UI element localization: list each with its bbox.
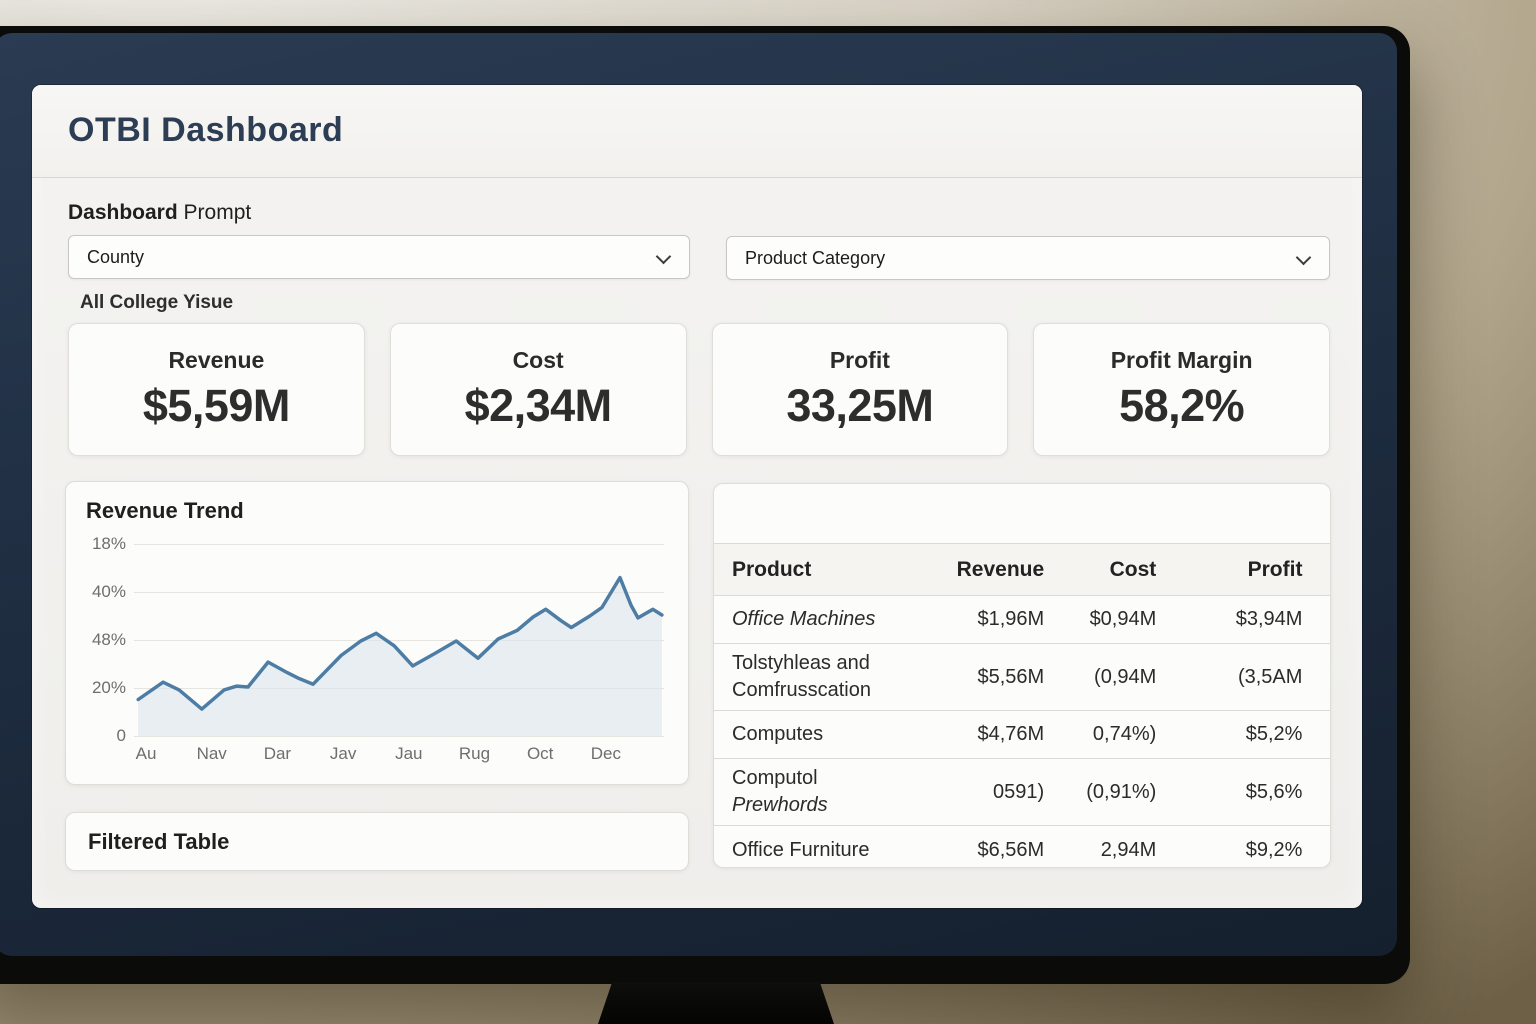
table-header-row: Product Revenue Cost Profit <box>714 543 1330 596</box>
x-axis-tick-label: Dec <box>590 744 622 763</box>
column-header-profit: Profit <box>1247 557 1303 581</box>
chart-title: Revenue Trend <box>86 498 244 523</box>
table-body: Office Machines $1,96M $0,94M $3,94M Tol… <box>714 596 1330 874</box>
column-header-cost: Cost <box>1109 557 1157 581</box>
filtered-table-card: Filtered Table <box>65 812 689 871</box>
chevron-down-icon <box>1295 249 1312 266</box>
product-name: Office Furniture <box>732 838 870 861</box>
product-cell: Office Furniture <box>714 837 899 864</box>
table-row: Computol Prewhords 0591) (0,91%) $5,6% <box>714 759 1330 826</box>
revenue-cell: $1,96M <box>977 608 1045 630</box>
cost-cell: 0,74%) <box>1092 723 1157 745</box>
dashboard-screen: OTBI Dashboard Dashboard Prompt County P… <box>32 85 1362 908</box>
product-table: Product Revenue Cost Profit Office Machi… <box>714 543 1330 874</box>
product-cell: Computes <box>714 721 899 748</box>
x-axis-tick-label: Dar <box>263 744 292 763</box>
profit-cell: $3,94M <box>1235 608 1303 630</box>
product-name-italic: Prewhords <box>732 794 828 816</box>
revenue-trend-chart-card: Revenue Trend 18% 40% 48% 20% 0 Au Nav Dar Jav Ja… <box>65 481 689 785</box>
table-row: Computes $4,76M 0,74%) $5,2% <box>714 711 1330 759</box>
y-axis-tick-label: 20% <box>91 678 126 697</box>
kpi-value: 58,2% <box>1119 380 1245 431</box>
kpi-value: 33,25M <box>786 380 934 431</box>
y-axis-tick-label: 48% <box>91 630 126 649</box>
monitor-stand <box>598 982 834 1024</box>
cost-cell: $0,94M <box>1089 608 1157 630</box>
profit-cell: $5,6% <box>1245 780 1303 803</box>
filtered-table-label: Filtered Table <box>88 828 230 854</box>
chevron-down-icon <box>655 248 672 265</box>
x-axis-tick-label: Oct <box>526 744 554 763</box>
product-table-card: Product Revenue Cost Profit Office Machi… <box>713 483 1331 868</box>
table-row: Office Machines $1,96M $0,94M $3,94M <box>714 596 1330 644</box>
table-row: Office Furniture $6,56M 2,94M $9,2% <box>714 826 1330 874</box>
x-axis-tick-label: Jav <box>329 744 357 763</box>
product-cell: Computol Prewhords <box>714 765 899 819</box>
gridline <box>134 592 664 593</box>
gridline <box>134 544 664 545</box>
x-axis-tick-label: Jau <box>395 744 423 763</box>
product-name-italic: Office Machines <box>732 608 876 630</box>
product-name: Tolstyhleas and Comfrusscation <box>732 652 871 701</box>
county-dropdown-value: County <box>87 246 145 267</box>
product-cell: Tolstyhleas and Comfrusscation <box>714 650 899 704</box>
cost-cell: (0,91%) <box>1086 780 1157 803</box>
x-axis-tick-label: Au <box>135 744 157 763</box>
profit-cell: (3,5AM <box>1237 665 1303 688</box>
product-category-dropdown[interactable]: Product Category <box>726 236 1330 280</box>
gridline <box>134 736 664 737</box>
revenue-cell: $5,56M <box>977 665 1045 688</box>
kpi-label: Cost <box>512 347 564 373</box>
kpi-label: Profit Margin <box>1110 347 1253 373</box>
cost-cell: 2,94M <box>1100 838 1157 861</box>
table-row: Tolstyhleas and Comfrusscation $5,56M (0… <box>714 644 1330 711</box>
gridline <box>134 640 664 641</box>
kpi-row: Revenue $5,59M Cost $2,34M Profit 33,25M… <box>68 323 1330 456</box>
dashboard-prompt-label-bold: Dashboard <box>68 201 178 224</box>
y-axis-tick-label: 40% <box>91 582 126 601</box>
revenue-cell: 0591) <box>993 780 1045 803</box>
revenue-cell: $6,56M <box>977 838 1045 861</box>
county-dropdown[interactable]: County <box>68 235 690 279</box>
applied-filter-note: All College Yisue <box>80 292 234 313</box>
kpi-label: Profit <box>829 347 890 373</box>
dashboard-prompt-label: Dashboard Prompt <box>68 201 251 225</box>
product-category-dropdown-value: Product Category <box>745 247 886 268</box>
column-header-product: Product <box>732 557 812 581</box>
y-axis-tick-label: 18% <box>91 534 126 553</box>
revenue-cell: $4,76M <box>977 723 1045 745</box>
product-name: Computes <box>732 723 824 745</box>
kpi-label: Revenue <box>168 347 265 373</box>
x-axis-tick-label: Nav <box>196 744 227 763</box>
cost-cell: (0,94M <box>1094 665 1157 688</box>
x-axis-tick-label: Rug <box>458 744 491 763</box>
kpi-value: $2,34M <box>464 380 613 431</box>
app-header: OTBI Dashboard <box>32 85 1362 178</box>
kpi-card-cost: Cost $2,34M <box>389 323 687 456</box>
profit-cell: $5,2% <box>1245 723 1303 745</box>
product-cell: Office Machines <box>714 606 899 633</box>
dashboard-prompt-label-rest: Prompt <box>177 201 252 224</box>
product-name: Computol <box>732 767 818 789</box>
page-title: OTBI Dashboard <box>68 111 344 149</box>
column-header-revenue: Revenue <box>956 557 1045 581</box>
kpi-value: $5,59M <box>142 380 291 431</box>
kpi-card-profit: Profit 33,25M <box>711 323 1009 456</box>
kpi-card-profit-margin: Profit Margin 58,2% <box>1033 323 1330 456</box>
revenue-trend-series <box>136 575 664 736</box>
y-axis-tick-label: 0 <box>116 726 126 745</box>
kpi-card-revenue: Revenue $5,59M <box>68 323 365 456</box>
profit-cell: $9,2% <box>1245 838 1303 861</box>
